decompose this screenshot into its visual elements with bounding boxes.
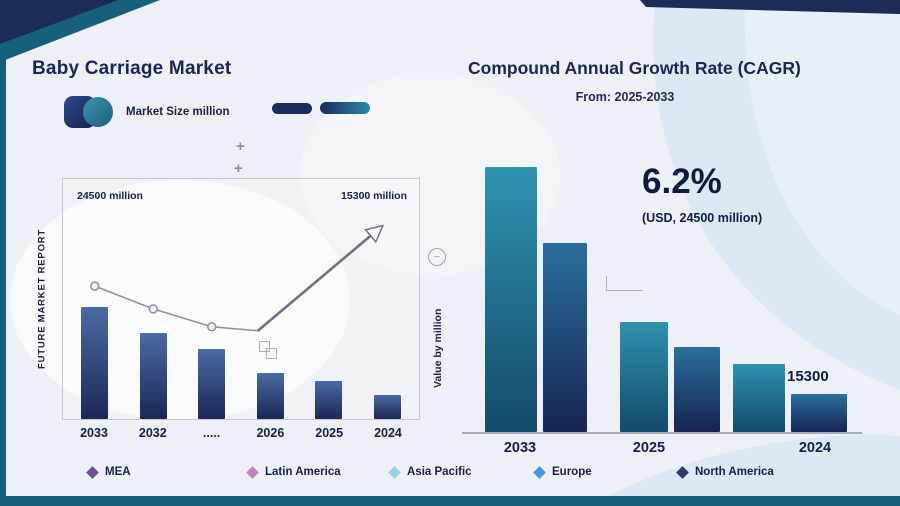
legend-label: MEA <box>105 466 131 478</box>
legend-item-europe: Europe <box>533 465 592 479</box>
left-bar-slot <box>198 349 226 419</box>
left-bar-2025 <box>315 381 343 419</box>
left-x-label-.....: ..... <box>202 426 221 440</box>
annotation-min-value: 15300 million <box>341 190 407 202</box>
right-bar-teal-4 <box>733 364 785 432</box>
value-label-2024: 15300 <box>787 368 829 385</box>
left-bar-chart: 24500 million 15300 million <box>62 178 420 420</box>
right-bar-chart: 15300 2033 2025 2024 <box>462 160 862 456</box>
legend-item-asia-pacific: Asia Pacific <box>388 465 472 479</box>
legend-label: North America <box>695 466 774 478</box>
left-bar-2024 <box>373 395 401 419</box>
right-bar-navy-3 <box>674 347 720 432</box>
right-chart-title: Compound Annual Growth Rate (CAGR) <box>468 58 801 78</box>
market-size-legend: Market Size million <box>64 94 230 130</box>
bracket-decor-icon <box>606 276 643 291</box>
left-bar-slot <box>315 381 343 419</box>
cagr-caption: (USD, 24500 million) <box>642 211 763 225</box>
legend-diamond-icon <box>676 465 689 479</box>
legend-diamond-icon <box>388 465 401 479</box>
minus-badge-icon: − <box>428 248 446 266</box>
right-x-label-2033: 2033 <box>503 440 537 456</box>
region-legend: MEA Latin America Asia Pacific Europe North … <box>0 465 900 484</box>
right-chart-subtitle: From: 2025-2033 <box>575 90 675 104</box>
icon-shape-teal <box>83 97 113 127</box>
left-chart-y-axis-label: FUTURE MARKET REPORT <box>36 228 48 370</box>
legend-diamond-icon <box>533 465 546 479</box>
legend-label: Europe <box>552 466 592 478</box>
cagr-value: 6.2% <box>642 162 722 201</box>
market-size-label: Market Size million <box>126 106 230 118</box>
right-x-label-2024: 2024 <box>798 440 832 456</box>
legend-pill-navy <box>272 103 312 114</box>
left-x-label-2026: 2026 <box>256 426 285 440</box>
left-x-label-2033: 2033 <box>80 426 108 440</box>
left-bar-slot <box>81 307 108 419</box>
right-x-label-2025: 2025 <box>632 440 666 456</box>
left-x-label-2024: 2024 <box>374 426 402 440</box>
right-bar-teal-2 <box>620 322 668 432</box>
square-decor-icon <box>259 341 270 352</box>
left-bar-..... <box>198 349 226 419</box>
legend-label: Asia Pacific <box>407 466 472 478</box>
left-bar-2026 <box>256 373 284 419</box>
left-bar-slot <box>139 333 167 419</box>
right-bar-teal-0 <box>485 167 537 432</box>
legend-item-north-america: North America <box>676 465 774 479</box>
legend-diamond-icon <box>86 465 99 479</box>
legend-item-latin-america: Latin America <box>246 465 341 479</box>
left-chart-title: Baby Carriage Market <box>32 58 232 79</box>
left-bar-2033 <box>81 307 108 419</box>
legend-item-mea: MEA <box>86 465 131 479</box>
square-decor-icon <box>266 348 277 359</box>
market-size-icon <box>64 94 118 130</box>
right-bar-navy-5 <box>791 394 847 432</box>
right-bar-navy-1 <box>543 243 587 432</box>
left-x-label-2025: 2025 <box>315 426 344 440</box>
annotation-max-value: 24500 million <box>77 190 143 202</box>
right-chart-y-axis-label: Value by million <box>432 308 444 388</box>
plus-decor-icon: + <box>236 138 245 155</box>
trend-line-arrow <box>90 224 385 332</box>
left-x-axis-labels: 2033 2032..... 2026 2025 2024 <box>62 426 420 440</box>
left-x-label-2032: 2032 <box>138 426 167 440</box>
left-bar-2032 <box>139 333 167 419</box>
left-bar-slot <box>373 395 401 419</box>
left-bar-slot <box>256 373 284 419</box>
legend-pill-teal <box>320 102 370 114</box>
legend-diamond-icon <box>246 465 259 479</box>
minus-glyph: − <box>433 250 441 263</box>
left-bars-container <box>63 179 419 419</box>
plus-decor-icon: + <box>234 160 243 177</box>
legend-label: Latin America <box>265 466 341 478</box>
